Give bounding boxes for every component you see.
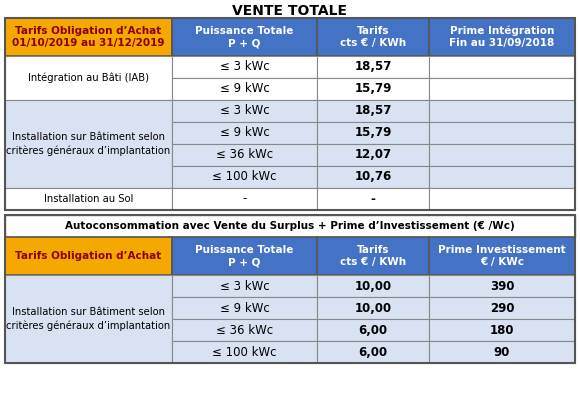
- Text: ≤ 36 kWc: ≤ 36 kWc: [216, 324, 273, 337]
- Bar: [317, 319, 429, 341]
- Text: Tarifs
cts € / KWh: Tarifs cts € / KWh: [340, 26, 406, 48]
- Bar: [172, 341, 317, 363]
- Text: Autoconsommation avec Vente du Surplus + Prime d’Investissement (€ /Wc): Autoconsommation avec Vente du Surplus +…: [65, 221, 515, 231]
- Bar: [5, 100, 172, 188]
- Text: Intégration au Bâti (IAB): Intégration au Bâti (IAB): [28, 73, 149, 83]
- Text: ≤ 3 kWc: ≤ 3 kWc: [220, 279, 269, 292]
- Text: 10,00: 10,00: [354, 279, 392, 292]
- Text: Installation au Sol: Installation au Sol: [44, 194, 133, 204]
- Bar: [172, 122, 317, 144]
- Bar: [172, 100, 317, 122]
- Bar: [429, 188, 575, 210]
- Bar: [172, 275, 317, 297]
- Bar: [317, 56, 429, 78]
- Text: 390: 390: [490, 279, 514, 292]
- Text: Installation sur Bâtiment selon
critères généraux d’implantation: Installation sur Bâtiment selon critères…: [6, 308, 171, 330]
- Text: ≤ 100 kWc: ≤ 100 kWc: [212, 171, 277, 184]
- Bar: [317, 144, 429, 166]
- Bar: [429, 275, 575, 297]
- Text: 90: 90: [494, 346, 510, 359]
- Bar: [317, 100, 429, 122]
- Text: Puissance Totale
P + Q: Puissance Totale P + Q: [195, 245, 293, 267]
- Bar: [5, 18, 172, 56]
- Text: ≤ 9 kWc: ≤ 9 kWc: [220, 126, 269, 139]
- Text: ≤ 3 kWc: ≤ 3 kWc: [220, 61, 269, 74]
- Bar: [429, 100, 575, 122]
- Bar: [172, 166, 317, 188]
- Text: Tarifs Obligation d’Achat: Tarifs Obligation d’Achat: [16, 251, 162, 261]
- Text: ≤ 9 kWc: ≤ 9 kWc: [220, 301, 269, 315]
- Bar: [429, 297, 575, 319]
- Text: Tarifs Obligation d’Achat
01/10/2019 au 31/12/2019: Tarifs Obligation d’Achat 01/10/2019 au …: [12, 26, 165, 48]
- Text: 15,79: 15,79: [354, 126, 392, 139]
- Text: ≤ 100 kWc: ≤ 100 kWc: [212, 346, 277, 359]
- Bar: [429, 56, 575, 78]
- Bar: [317, 18, 429, 56]
- Bar: [172, 56, 317, 78]
- Text: -: -: [242, 193, 246, 205]
- Bar: [5, 215, 575, 237]
- Bar: [5, 275, 172, 363]
- Text: Puissance Totale
P + Q: Puissance Totale P + Q: [195, 26, 293, 48]
- Text: ≤ 36 kWc: ≤ 36 kWc: [216, 148, 273, 162]
- Text: Prime Intégration
Fin au 31/09/2018: Prime Intégration Fin au 31/09/2018: [450, 25, 554, 48]
- Bar: [317, 275, 429, 297]
- Text: Prime Investissement
€ / KWc: Prime Investissement € / KWc: [438, 245, 566, 267]
- Bar: [172, 18, 317, 56]
- Bar: [172, 297, 317, 319]
- Bar: [317, 78, 429, 100]
- Bar: [5, 188, 172, 210]
- Bar: [429, 122, 575, 144]
- Bar: [317, 166, 429, 188]
- Text: VENTE TOTALE: VENTE TOTALE: [233, 4, 347, 18]
- Bar: [317, 237, 429, 275]
- Text: 290: 290: [490, 301, 514, 315]
- Bar: [5, 56, 172, 100]
- Bar: [317, 341, 429, 363]
- Text: Tarifs
cts € / KWh: Tarifs cts € / KWh: [340, 245, 406, 267]
- Bar: [317, 297, 429, 319]
- Bar: [429, 237, 575, 275]
- Text: 180: 180: [490, 324, 514, 337]
- Bar: [172, 237, 317, 275]
- Bar: [5, 18, 575, 210]
- Text: 18,57: 18,57: [354, 105, 392, 117]
- Text: 10,00: 10,00: [354, 301, 392, 315]
- Bar: [172, 78, 317, 100]
- Bar: [172, 188, 317, 210]
- Bar: [429, 319, 575, 341]
- Text: 18,57: 18,57: [354, 61, 392, 74]
- Bar: [429, 166, 575, 188]
- Bar: [429, 78, 575, 100]
- Text: 6,00: 6,00: [358, 324, 387, 337]
- Bar: [429, 144, 575, 166]
- Text: 12,07: 12,07: [354, 148, 392, 162]
- Bar: [5, 237, 172, 275]
- Bar: [317, 188, 429, 210]
- Bar: [317, 122, 429, 144]
- Bar: [172, 319, 317, 341]
- Text: 10,76: 10,76: [354, 171, 392, 184]
- Text: Installation sur Bâtiment selon
critères généraux d’implantation: Installation sur Bâtiment selon critères…: [6, 133, 171, 155]
- Bar: [5, 215, 575, 363]
- Text: 15,79: 15,79: [354, 83, 392, 95]
- Text: ≤ 9 kWc: ≤ 9 kWc: [220, 83, 269, 95]
- Bar: [172, 144, 317, 166]
- Text: ≤ 3 kWc: ≤ 3 kWc: [220, 105, 269, 117]
- Bar: [429, 18, 575, 56]
- Bar: [429, 341, 575, 363]
- Text: -: -: [371, 193, 375, 205]
- Text: 6,00: 6,00: [358, 346, 387, 359]
